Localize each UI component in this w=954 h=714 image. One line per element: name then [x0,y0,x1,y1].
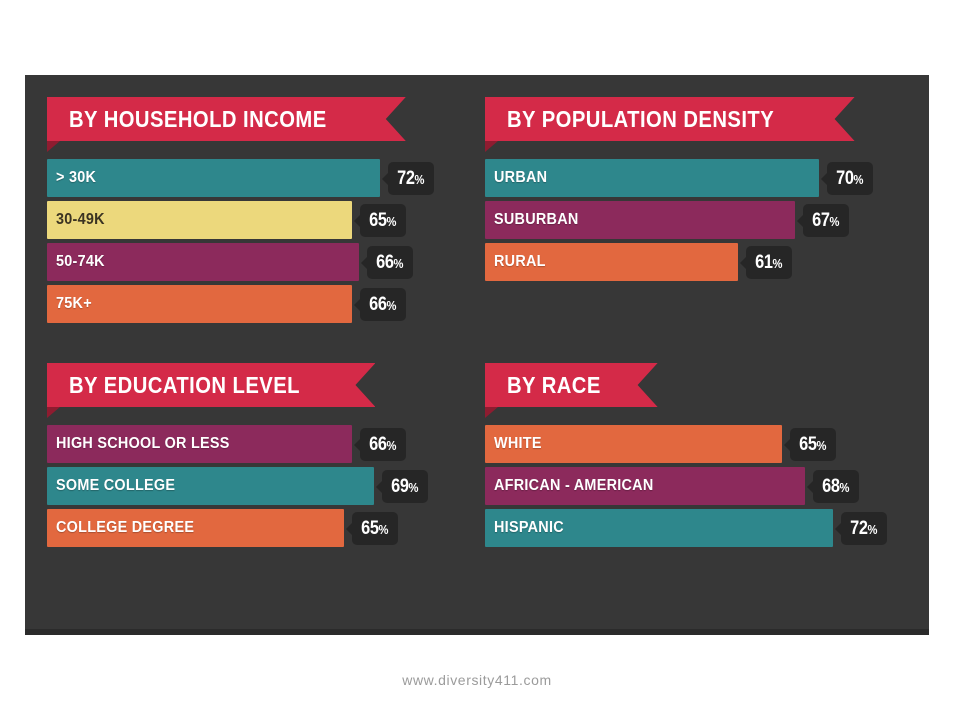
bar-row: HIGH SCHOOL OR LESS 66% [47,425,467,465]
bar-category-label: HISPANIC [494,519,564,536]
bar: RURAL [485,243,738,281]
bar: HIGH SCHOOL OR LESS [47,425,352,463]
section-title: BY RACE [507,372,601,398]
value-badge-text: 68% [822,475,850,497]
infographic-panel: BY HOUSEHOLD INCOME > 30K 72% 30-49K 65% 50-7… [25,75,929,635]
bar-category-label: HIGH SCHOOL OR LESS [56,435,230,452]
value-badge: 66% [367,246,413,279]
value-badge-text: 61% [755,251,783,273]
bar-category-label: > 30K [56,169,97,186]
section-header: BY EDUCATION LEVEL [47,363,467,421]
value-badge: 65% [360,204,406,237]
bar-row: HISPANIC 72% [485,509,905,549]
section-header: BY RACE [485,363,905,421]
ribbon-fold-decoration [47,407,60,418]
bar-category-label: 50-74K [56,253,105,270]
section-population-density: BY POPULATION DENSITY URBAN 70% SUBURBAN 67%… [485,97,905,285]
bar: SUBURBAN [485,201,795,239]
value-badge: 65% [352,512,398,545]
bar-category-label: AFRICAN - AMERICAN [494,477,654,494]
section-title-ribbon: BY RACE [485,363,658,407]
bar-row: > 30K 72% [47,159,467,199]
section-title: BY POPULATION DENSITY [507,106,775,132]
bar-row: SUBURBAN 67% [485,201,905,241]
bar-category-label: SOME COLLEGE [56,477,176,494]
bar: 50-74K [47,243,359,281]
bar-row: URBAN 70% [485,159,905,199]
value-badge-text: 66% [369,293,397,315]
section-header: BY POPULATION DENSITY [485,97,905,155]
bar: 75K+ [47,285,352,323]
value-badge: 65% [790,428,836,461]
value-badge-text: 67% [812,209,840,231]
value-badge: 68% [813,470,859,503]
bar-row: 30-49K 65% [47,201,467,241]
ribbon-fold-decoration [485,407,498,418]
value-badge: 72% [388,162,434,195]
bar: WHITE [485,425,782,463]
section-title: BY HOUSEHOLD INCOME [69,106,327,132]
value-badge: 66% [360,288,406,321]
value-badge: 66% [360,428,406,461]
bar: > 30K [47,159,380,197]
section-education-level: BY EDUCATION LEVEL HIGH SCHOOL OR LESS 66%… [47,363,467,551]
bar-category-label: SUBURBAN [494,211,579,228]
bar: 30-49K [47,201,352,239]
section-title: BY EDUCATION LEVEL [69,372,300,398]
value-badge: 70% [827,162,873,195]
bar-row: 75K+ 66% [47,285,467,325]
bar-category-label: COLLEGE DEGREE [56,519,195,536]
bar-category-label: 75K+ [56,295,92,312]
ribbon-fold-decoration [47,141,60,152]
bar: URBAN [485,159,819,197]
bar-category-label: WHITE [494,435,542,452]
bar-category-label: URBAN [494,169,548,186]
value-badge: 69% [382,470,428,503]
section-header: BY HOUSEHOLD INCOME [47,97,467,155]
value-badge-text: 65% [369,209,397,231]
value-badge-text: 65% [361,517,389,539]
bar-row: AFRICAN - AMERICAN 68% [485,467,905,507]
bar: COLLEGE DEGREE [47,509,344,547]
value-badge-text: 70% [836,167,864,189]
ribbon-fold-decoration [485,141,498,152]
value-badge-text: 65% [799,433,827,455]
value-badge: 72% [841,512,887,545]
value-badge-text: 66% [369,433,397,455]
value-badge-text: 72% [397,167,425,189]
bar-row: 50-74K 66% [47,243,467,283]
bar-list: HIGH SCHOOL OR LESS 66% SOME COLLEGE 69% COL… [47,425,467,549]
bar-row: SOME COLLEGE 69% [47,467,467,507]
bar-list: > 30K 72% 30-49K 65% 50-74K 66% 75K+ 66% [47,159,467,325]
bar-list: URBAN 70% SUBURBAN 67% RURAL 61% [485,159,905,283]
value-badge: 67% [803,204,849,237]
bar: SOME COLLEGE [47,467,374,505]
bar: AFRICAN - AMERICAN [485,467,805,505]
value-badge-text: 66% [376,251,404,273]
bar-list: WHITE 65% AFRICAN - AMERICAN 68% HISPANIC 72% [485,425,905,549]
bar-row: WHITE 65% [485,425,905,465]
bar-category-label: 30-49K [56,211,105,228]
section-title-ribbon: BY HOUSEHOLD INCOME [47,97,406,141]
section-title-ribbon: BY POPULATION DENSITY [485,97,855,141]
value-badge-text: 72% [850,517,878,539]
value-badge-text: 69% [391,475,419,497]
bar-row: COLLEGE DEGREE 65% [47,509,467,549]
value-badge: 61% [746,246,792,279]
section-race: BY RACE WHITE 65% AFRICAN - AMERICAN 68% HISP… [485,363,905,551]
bar-row: RURAL 61% [485,243,905,283]
bar-category-label: RURAL [494,253,546,270]
section-household-income: BY HOUSEHOLD INCOME > 30K 72% 30-49K 65% 50-7… [47,97,467,327]
section-title-ribbon: BY EDUCATION LEVEL [47,363,375,407]
footer-url: www.diversity411.com [402,672,552,688]
bar: HISPANIC [485,509,833,547]
